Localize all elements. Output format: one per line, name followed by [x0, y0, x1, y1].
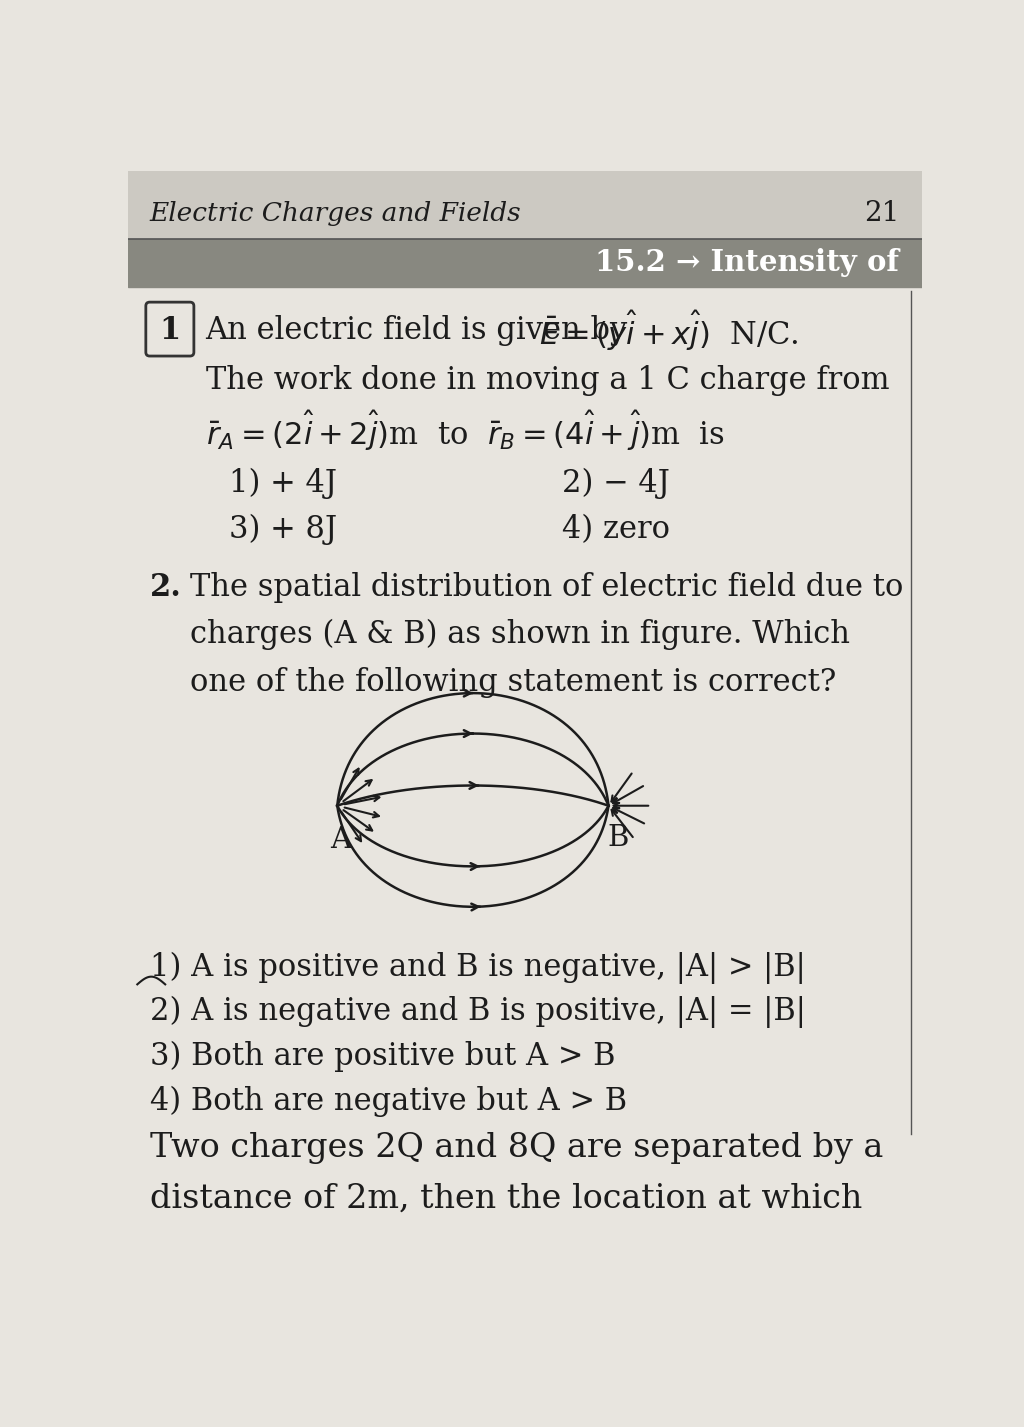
Text: charges (A & B) as shown in figure. Which: charges (A & B) as shown in figure. Whic…: [190, 619, 850, 651]
Text: $\bar{r}_A=(2\hat{i}+2\hat{j})$m  to  $\bar{r}_B=(4\hat{i}+\hat{j})$m  is: $\bar{r}_A=(2\hat{i}+2\hat{j})$m to $\ba…: [206, 408, 724, 452]
Text: 3) + 8J: 3) + 8J: [228, 514, 337, 545]
Text: B: B: [607, 823, 629, 852]
Text: 1) + 4J: 1) + 4J: [228, 468, 337, 498]
Text: 2) − 4J: 2) − 4J: [562, 468, 670, 498]
Text: An electric field is given by: An electric field is given by: [206, 315, 638, 347]
FancyBboxPatch shape: [145, 303, 194, 357]
Text: $\bar{E}=(y\hat{i}+x\hat{j})$  N/C.: $\bar{E}=(y\hat{i}+x\hat{j})$ N/C.: [539, 308, 799, 352]
Text: 21: 21: [864, 200, 899, 227]
Text: 4) zero: 4) zero: [562, 514, 670, 545]
Bar: [128, 238, 922, 287]
Text: Two charges 2Q and 8Q are separated by a: Two charges 2Q and 8Q are separated by a: [150, 1133, 883, 1164]
Text: The spatial distribution of electric field due to: The spatial distribution of electric fie…: [190, 572, 903, 602]
Text: 1: 1: [160, 315, 180, 347]
Text: 1) A is positive and B is negative, |A| > |B|: 1) A is positive and B is negative, |A| …: [150, 952, 806, 983]
Text: 2.: 2.: [150, 572, 181, 602]
Text: The work done in moving a 1 C charge from: The work done in moving a 1 C charge fro…: [206, 365, 889, 397]
Text: distance of 2m, then the location at which: distance of 2m, then the location at whi…: [150, 1183, 862, 1214]
Text: one of the following statement is correct?: one of the following statement is correc…: [190, 666, 837, 698]
Bar: [128, 171, 922, 238]
Text: 4) Both are negative but A > B: 4) Both are negative but A > B: [150, 1086, 627, 1117]
Text: 15.2 → Intensity of: 15.2 → Intensity of: [595, 248, 899, 277]
Text: A: A: [331, 826, 351, 855]
Text: Electric Charges and Fields: Electric Charges and Fields: [150, 201, 521, 225]
Text: 2) A is negative and B is positive, |A| = |B|: 2) A is negative and B is positive, |A| …: [150, 996, 806, 1029]
Text: 3) Both are positive but A > B: 3) Both are positive but A > B: [150, 1042, 615, 1072]
